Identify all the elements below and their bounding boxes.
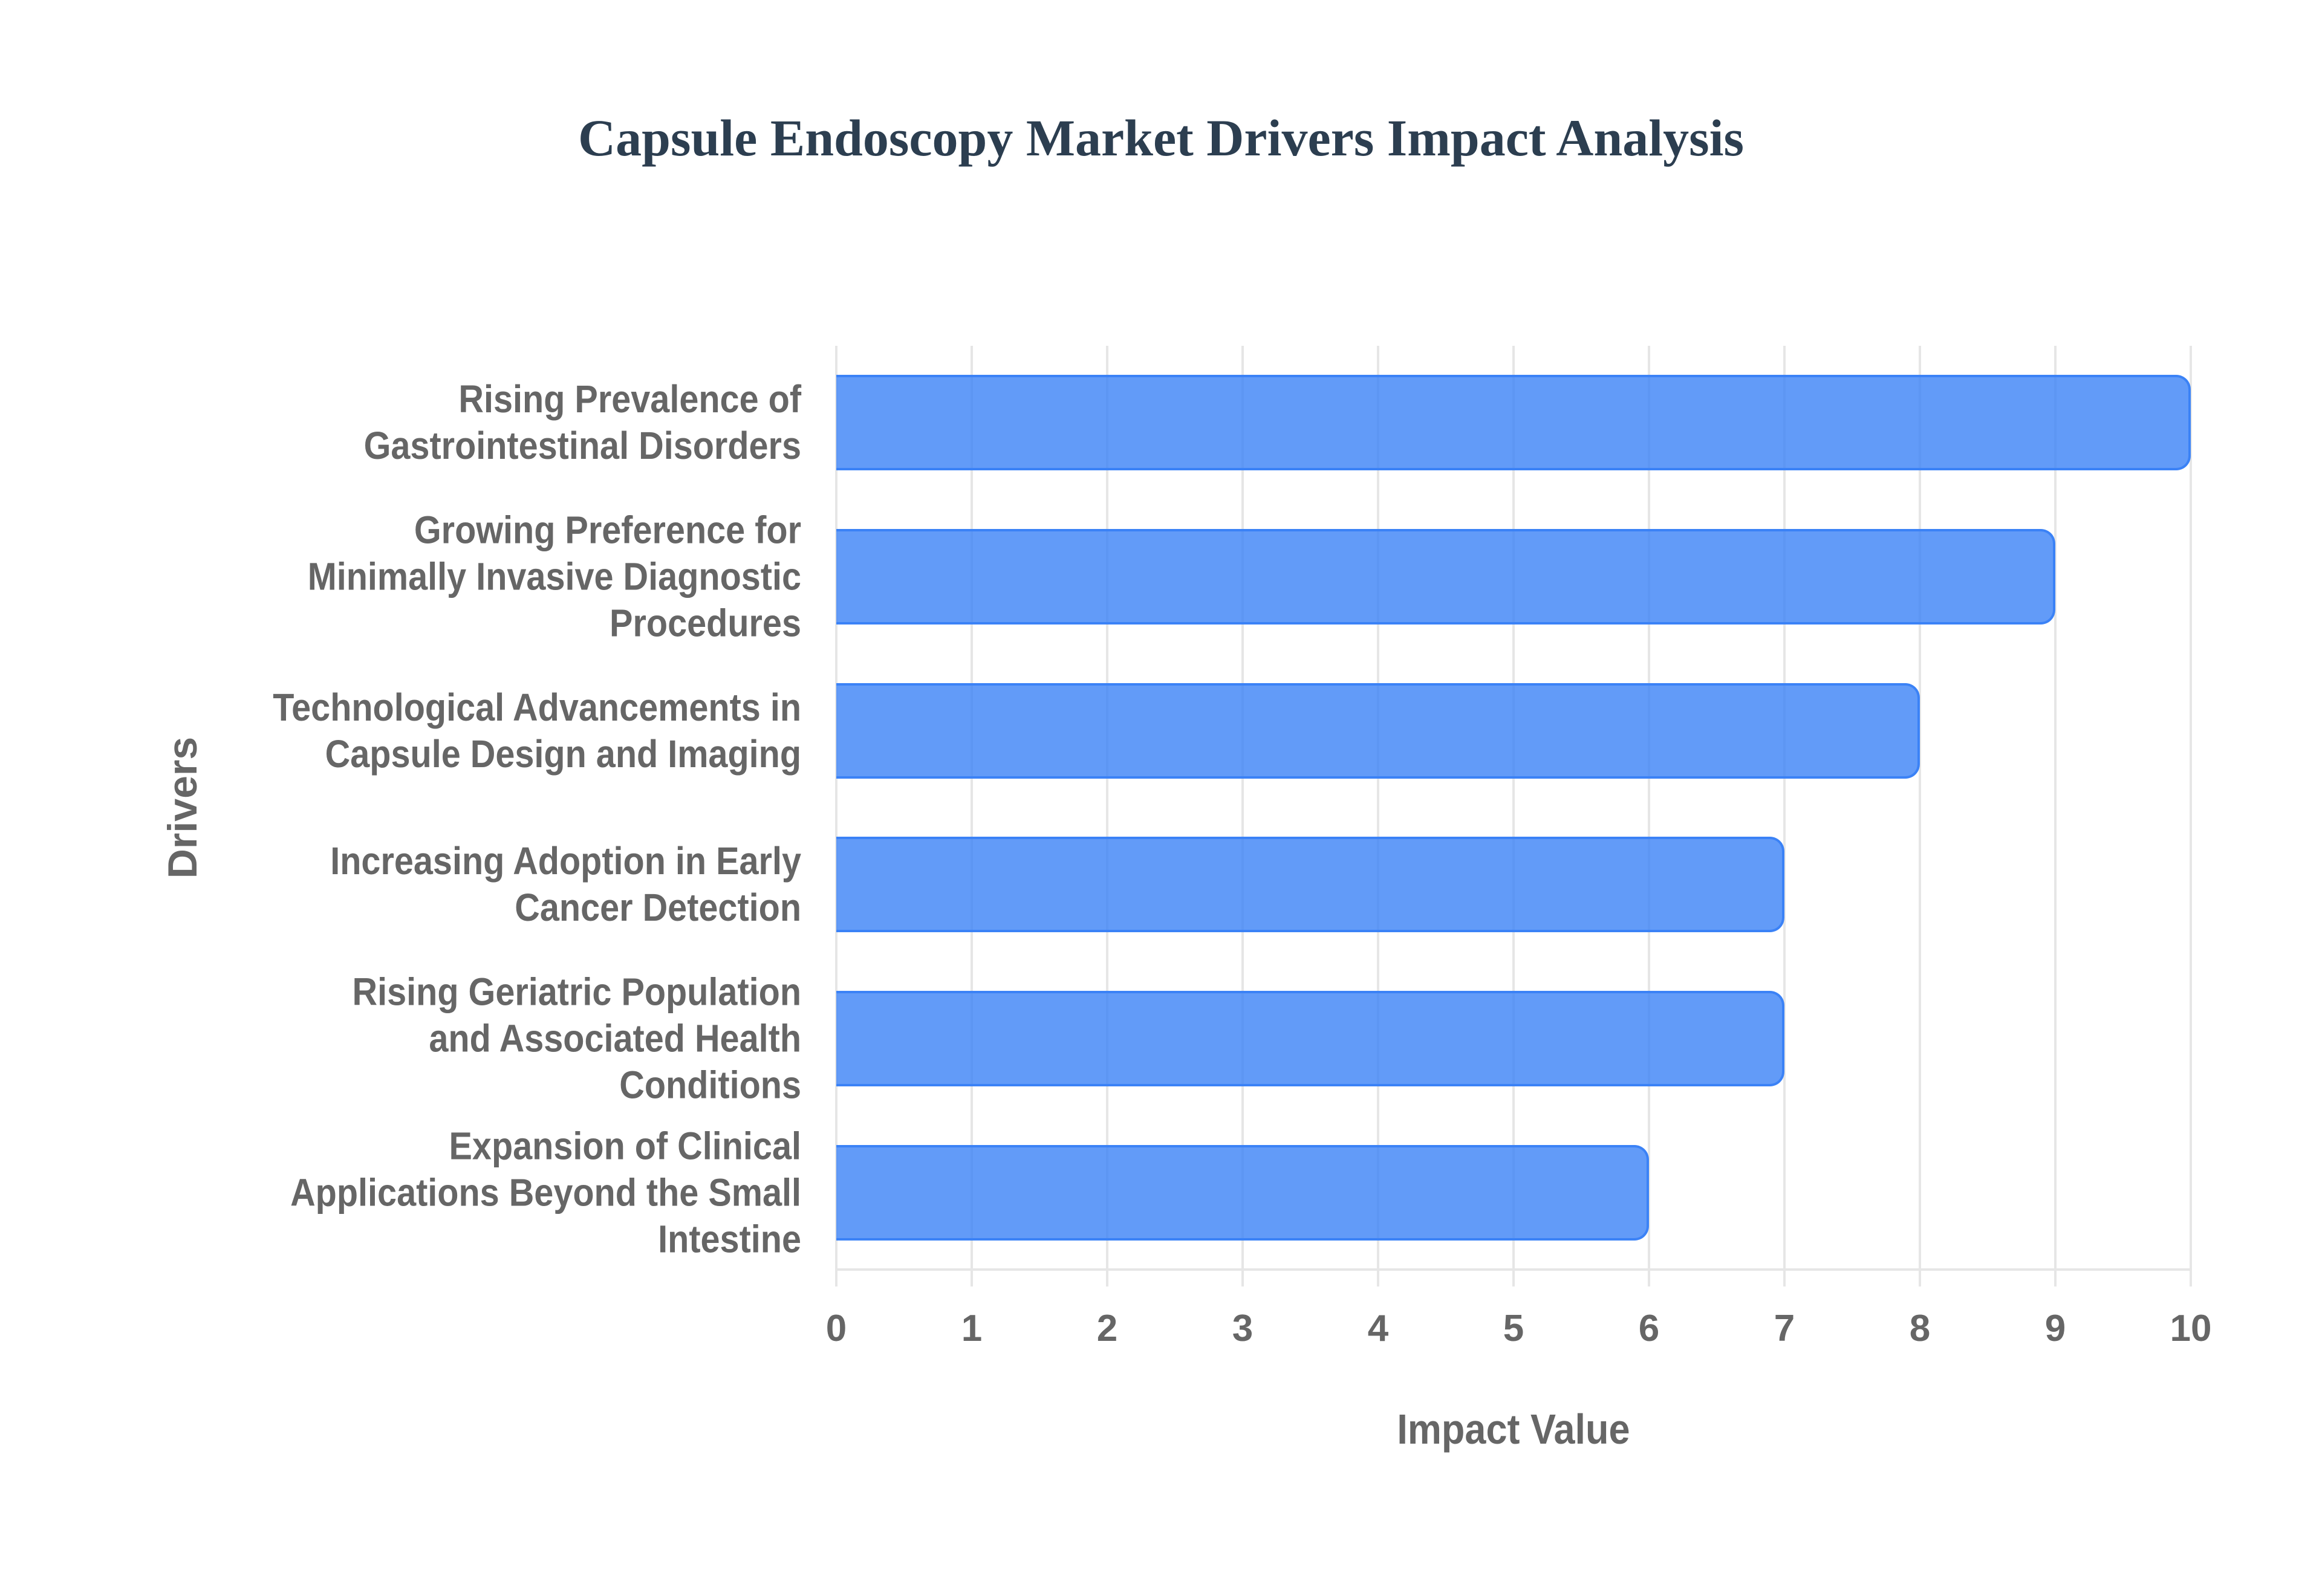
bar[interactable] [836,683,1920,779]
category-label-line: Minimally Invasive Diagnostic [307,554,801,598]
x-tick-label: 8 [1909,1308,1931,1349]
x-tick-label: 0 [825,1308,847,1349]
category-label-line: Increasing Adoption in Early [330,839,801,883]
category-label-line: Growing Preference for [414,508,801,552]
gridline [1377,346,1379,1286]
y-category-label: Technological Advancements in Capsule Des… [148,684,801,777]
category-label-line: Procedures [610,601,801,645]
gridline [1919,346,1921,1286]
category-label-line: Rising Prevalence of [458,377,801,421]
bar[interactable] [836,837,1784,933]
x-tick-label: 6 [1638,1308,1660,1349]
y-category-label: Expansion of Clinical Applications Beyond… [148,1123,801,1262]
category-label-line: Rising Geriatric Population [352,970,802,1014]
gridline [835,346,837,1286]
category-label-line: Conditions [619,1063,801,1107]
y-category-label: Increasing Adoption in Early Cancer Detec… [148,838,801,931]
gridline [1106,346,1108,1286]
gridline [2054,346,2057,1286]
bar[interactable] [836,375,2191,471]
x-tick-label: 3 [1232,1308,1254,1349]
x-axis-title: Impact Value [1397,1406,1630,1453]
bar[interactable] [836,991,1784,1086]
y-axis-title: Drivers [160,736,206,879]
x-tick-label: 10 [2170,1308,2212,1349]
plot-area [835,346,2192,1286]
x-tick-label: 2 [1096,1308,1118,1349]
x-tick-label: 5 [1503,1308,1524,1349]
gridline [1648,346,1650,1286]
category-label-line: Intestine [658,1217,801,1261]
gridline [1783,346,1786,1286]
gridline [2190,346,2192,1286]
x-tick-label: 1 [961,1308,983,1349]
category-label-line: and Associated Health [429,1016,801,1060]
gridline [1512,346,1515,1286]
x-tick-label: 4 [1367,1308,1389,1349]
bar[interactable] [836,529,2055,624]
y-category-label: Rising Geriatric Population and Associate… [148,969,802,1109]
x-axis-line [836,1268,2192,1271]
bar[interactable] [836,1144,1649,1241]
y-category-label: Growing Preference for Minimally Invasive… [148,507,801,647]
y-category-label: Rising Prevalence of Gastrointestinal Dis… [148,376,801,469]
category-label-line: Applications Beyond the Small [290,1170,801,1215]
gridline [1241,346,1244,1286]
category-label-line: Technological Advancements in [273,685,801,729]
gridline [971,346,973,1286]
category-label-line: Gastrointestinal Disorders [363,424,801,468]
x-tick-label: 7 [1774,1308,1795,1349]
category-label-line: Cancer Detection [515,886,801,930]
x-tick-label: 9 [2044,1308,2066,1349]
category-label-line: Capsule Design and Imaging [325,731,801,776]
category-label-line: Expansion of Clinical [449,1124,801,1168]
chart-title: Capsule Endoscopy Market Drivers Impact … [578,109,1744,167]
